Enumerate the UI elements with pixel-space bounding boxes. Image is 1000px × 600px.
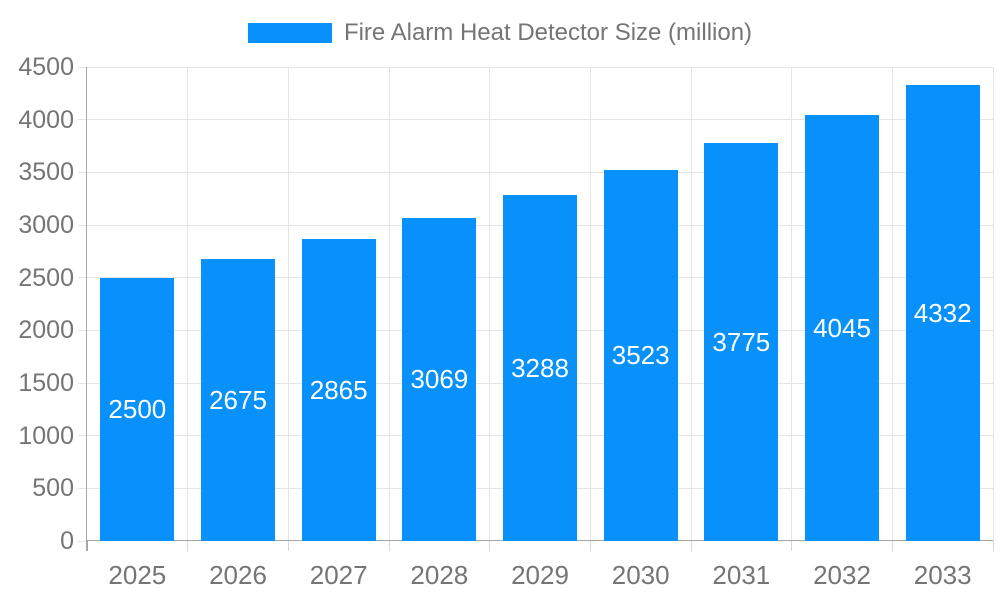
y-axis-tick-label: 3500 [18,158,74,187]
y-axis-tick-label: 4000 [18,105,74,134]
gridline-vertical [992,67,994,541]
y-axis-tick [78,171,87,173]
bar-2030 [603,169,678,541]
x-axis-tick [187,541,189,551]
bar-value-label: 4332 [913,297,972,328]
y-axis-tick-label: 2500 [18,263,74,292]
bar-value-label: 4045 [813,312,871,343]
y-axis-tick-label: 500 [32,474,74,503]
x-axis-tick-label: 2032 [813,560,871,590]
x-axis-tick [287,541,289,551]
bar-value-label: 3775 [712,327,771,358]
x-axis-tick-label: 2028 [410,560,469,590]
y-axis-tick-label: 0 [60,527,74,555]
y-axis-tick-label: 1000 [18,421,74,450]
x-axis-tick [690,541,692,551]
x-axis-tick [489,541,491,551]
x-axis-tick-label: 2029 [511,560,569,590]
gridline-vertical [589,67,591,541]
bar-2028 [402,217,477,541]
gridline-horizontal [87,171,993,173]
y-axis-tick [78,66,87,68]
y-axis-tick-label: 1500 [18,369,74,397]
legend-label: Fire Alarm Heat Detector Size (million) [343,19,753,46]
x-axis-tick [791,541,793,551]
gridline-horizontal [87,119,993,121]
bar-2031 [704,143,779,541]
chart-legend[interactable]: Fire Alarm Heat Detector Size (million) [0,14,1000,52]
legend-swatch-icon [247,23,332,43]
bar-2032 [805,114,879,541]
gridline-vertical [891,67,893,541]
x-axis-tick [589,541,591,551]
x-axis-tick [388,541,390,551]
x-axis-tick-label: 2030 [611,560,670,590]
x-axis-tick-label: 2025 [108,560,167,590]
y-axis-tick [78,382,87,384]
bar-value-label: 3523 [611,340,670,371]
gridline-vertical [690,67,692,541]
y-axis-tick [78,487,87,489]
gridline-horizontal [87,66,993,68]
y-axis-tick [78,119,87,121]
y-axis-tick [78,540,87,542]
x-axis-tick [992,541,994,551]
bar-value-label: 2865 [309,375,368,406]
bar-2027 [301,239,376,541]
bar-2026 [201,259,275,541]
y-axis-tick [78,435,87,437]
bar-2029 [503,194,577,541]
gridline-vertical [388,67,390,541]
bar-value-label: 2500 [108,394,167,425]
gridline-vertical [791,67,793,541]
bar-2025 [100,277,175,541]
y-axis-tick [78,329,87,331]
y-axis-tick [78,277,87,279]
bar-value-label: 3069 [410,364,469,395]
x-axis-tick [86,541,88,551]
bar-2033 [905,84,980,541]
gridline-vertical [287,67,289,541]
y-axis-line [86,67,87,551]
y-axis-tick [78,224,87,226]
bar-value-label: 2675 [209,385,267,416]
y-axis-tick-label: 3000 [18,211,74,239]
x-axis-tick-label: 2027 [309,560,368,590]
gridline-vertical [489,67,491,541]
gridline-vertical [187,67,189,541]
x-axis-tick [891,541,893,551]
bar-value-label: 3288 [511,352,569,383]
y-axis-tick-label: 2000 [18,316,74,345]
x-axis-tick-label: 2026 [209,560,267,590]
y-axis-tick-label: 4500 [18,53,74,81]
x-axis-tick-label: 2033 [913,560,972,590]
x-axis-tick-label: 2031 [712,560,771,590]
